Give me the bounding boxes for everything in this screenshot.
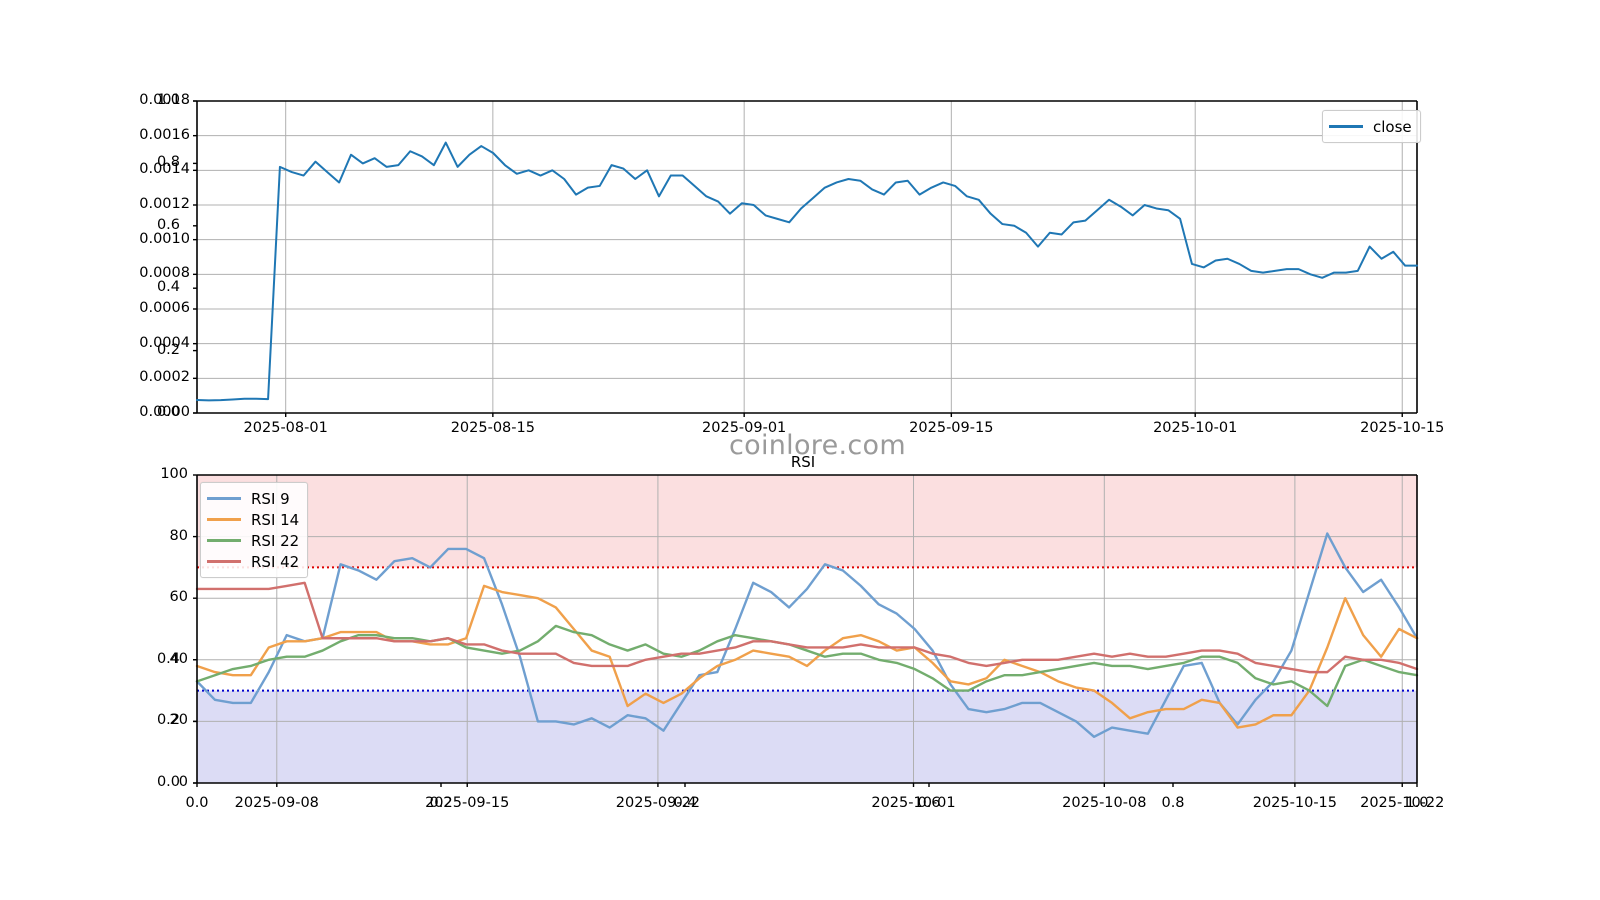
- legend-color-swatch-icon: [1329, 125, 1363, 128]
- legend-color-swatch-icon: [207, 539, 241, 542]
- price-y-tick-label: 0.0010: [139, 230, 190, 247]
- rsi-legend-item[interactable]: RSI 14: [207, 509, 299, 530]
- rsi-x-ghost-tick-label: 0.6: [917, 795, 941, 811]
- rsi-x-ghost-tick-label: 0.2: [429, 795, 453, 811]
- price-y-ghost-tick-label: 0.4: [156, 279, 180, 296]
- price-y-ghost-tick-label: 0.2: [156, 341, 180, 358]
- price-y-tick-label: 0.0014: [139, 161, 190, 178]
- price-y-ghost-tick-label: 1.0: [156, 92, 180, 108]
- price-chart-panel: [193, 100, 1418, 417]
- price-y-ghost-tick-label: 0.6: [156, 216, 180, 233]
- price-x-tick-label: 2025-08-01: [243, 420, 328, 436]
- rsi-y-tick-label: 60: [169, 589, 188, 606]
- price-plot-svg: [193, 100, 1418, 417]
- rsi-panel-title: RSI: [790, 453, 816, 471]
- price-y-tick-label: 0.0000: [139, 404, 190, 420]
- legend-color-swatch-icon: [207, 560, 241, 563]
- rsi-x-ghost-tick-label: 0.4: [673, 795, 697, 811]
- rsi-legend-item[interactable]: RSI 22: [207, 530, 299, 551]
- rsi-y-ghost-tick-label: 0.2: [156, 712, 180, 729]
- rsi-x-tick-label: 2025-09-08: [234, 795, 319, 811]
- rsi-plot-svg: [193, 474, 1419, 787]
- rsi-x-tick-label: 2025-10-22: [1360, 795, 1445, 811]
- price-y-tick-label: 0.0018: [139, 92, 190, 108]
- rsi-legend-label: RSI 42: [251, 552, 300, 571]
- rsi-x-ghost-tick-label: 0.8: [1161, 795, 1185, 811]
- price-x-tick-label: 2025-09-01: [702, 420, 787, 436]
- price-y-tick-label: 0.0002: [139, 369, 190, 386]
- price-y-tick-label: 0.0004: [139, 334, 190, 351]
- price-y-ghost-tick-label: 0.0: [156, 404, 180, 420]
- rsi-x-ghost-tick-label: 1.0: [1405, 795, 1429, 811]
- price-y-ghost-tick-label: 0.8: [156, 154, 180, 171]
- price-x-tick-label: 2025-08-15: [450, 420, 535, 436]
- price-legend-label: close: [1373, 117, 1412, 136]
- rsi-y-tick-label: 100: [160, 466, 188, 482]
- rsi-y-tick-label: 40: [169, 650, 188, 667]
- rsi-y-tick-label: 80: [169, 527, 188, 544]
- watermark-coinlore: coinlore.com: [729, 430, 906, 461]
- rsi-y-ghost-tick-label: 0.0: [156, 774, 180, 790]
- price-y-tick-label: 0.0006: [139, 300, 190, 316]
- rsi-legend-label: RSI 22: [251, 531, 300, 550]
- price-legend[interactable]: close: [1322, 110, 1421, 143]
- price-y-tick-label: 0.0012: [139, 196, 190, 212]
- rsi-legend[interactable]: RSI 9 RSI 14 RSI 22 RSI 42: [200, 482, 309, 578]
- rsi-y-tick-label: 0: [178, 774, 188, 790]
- rsi-x-tick-label: 2025-10-01: [871, 795, 956, 811]
- legend-color-swatch-icon: [207, 497, 241, 500]
- price-x-tick-label: 2025-10-15: [1360, 420, 1445, 436]
- price-x-tick-label: 2025-09-15: [909, 420, 994, 436]
- price-y-tick-label: 0.0016: [139, 126, 190, 143]
- rsi-x-tick-label: 2025-10-15: [1252, 795, 1338, 811]
- price-legend-item[interactable]: close: [1329, 116, 1412, 137]
- rsi-x-tick-label: 2025-09-15: [425, 795, 510, 811]
- rsi-legend-item[interactable]: RSI 42: [207, 551, 299, 572]
- rsi-x-ghost-tick-label: 0.0: [185, 795, 209, 811]
- rsi-x-tick-label: 2025-10-08: [1062, 795, 1147, 811]
- legend-color-swatch-icon: [207, 518, 241, 521]
- price-y-tick-label: 0.0008: [139, 265, 190, 282]
- price-x-tick-label: 2025-10-01: [1153, 420, 1238, 436]
- rsi-y-tick-label: 20: [169, 712, 188, 729]
- rsi-chart-panel: [0, 450, 1600, 900]
- rsi-legend-item[interactable]: RSI 9: [207, 488, 299, 509]
- rsi-legend-label: RSI 14: [251, 510, 300, 529]
- rsi-x-tick-label: 2025-09-22: [615, 795, 701, 811]
- rsi-y-ghost-tick-label: 0.4: [156, 650, 180, 667]
- rsi-legend-label: RSI 9: [251, 489, 290, 508]
